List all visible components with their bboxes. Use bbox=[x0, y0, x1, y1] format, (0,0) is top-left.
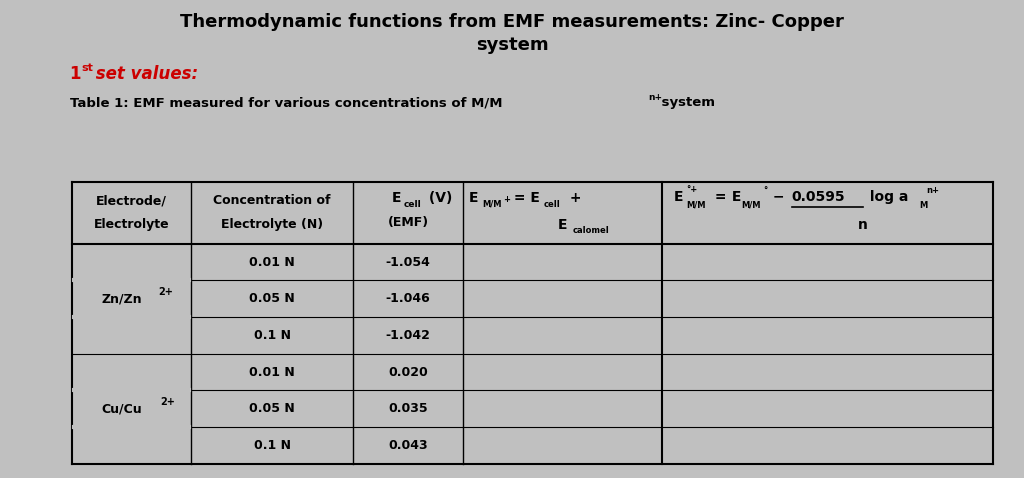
Text: set values:: set values: bbox=[90, 65, 199, 83]
Text: system: system bbox=[476, 36, 548, 54]
Text: Electrolyte: Electrolyte bbox=[94, 218, 169, 231]
Text: 0.020: 0.020 bbox=[388, 366, 428, 379]
Text: 0.05 N: 0.05 N bbox=[249, 292, 295, 305]
Text: +: + bbox=[565, 191, 582, 206]
Text: E: E bbox=[674, 190, 683, 205]
Text: Electrolyte (N): Electrolyte (N) bbox=[221, 218, 324, 231]
Text: 2+: 2+ bbox=[160, 397, 175, 407]
Text: M/M: M/M bbox=[741, 200, 761, 209]
Text: Thermodynamic functions from EMF measurements: Zinc- Copper: Thermodynamic functions from EMF measure… bbox=[180, 12, 844, 31]
Text: M: M bbox=[920, 200, 928, 209]
Text: n: n bbox=[858, 217, 868, 232]
Text: 0.01 N: 0.01 N bbox=[249, 366, 295, 379]
Text: cell: cell bbox=[403, 199, 422, 208]
Text: = E: = E bbox=[509, 191, 541, 206]
Text: 0.1 N: 0.1 N bbox=[254, 329, 291, 342]
Text: log a: log a bbox=[865, 190, 908, 205]
Text: 0.01 N: 0.01 N bbox=[249, 256, 295, 269]
Text: E: E bbox=[727, 190, 741, 205]
Text: 2+: 2+ bbox=[158, 287, 173, 297]
Text: −: − bbox=[768, 190, 784, 205]
Text: 0.0595: 0.0595 bbox=[792, 190, 845, 205]
Text: cell: cell bbox=[543, 199, 560, 208]
Text: -1.046: -1.046 bbox=[386, 292, 430, 305]
Text: °: ° bbox=[763, 187, 767, 196]
Text: system: system bbox=[657, 96, 716, 109]
Text: Cu/Cu: Cu/Cu bbox=[101, 402, 141, 415]
Text: =: = bbox=[710, 190, 726, 205]
Text: (EMF): (EMF) bbox=[387, 216, 429, 228]
Text: E: E bbox=[391, 191, 401, 206]
Text: E: E bbox=[557, 217, 567, 232]
Text: Table 1: EMF measured for various concentrations of M/M: Table 1: EMF measured for various concen… bbox=[70, 96, 502, 109]
Text: calomel: calomel bbox=[572, 226, 609, 235]
Text: 0.1 N: 0.1 N bbox=[254, 439, 291, 452]
Text: n+: n+ bbox=[648, 93, 663, 101]
Text: M/M: M/M bbox=[686, 200, 706, 209]
Text: -1.054: -1.054 bbox=[386, 256, 430, 269]
Text: 0.043: 0.043 bbox=[388, 439, 428, 452]
Text: Electrode/: Electrode/ bbox=[96, 194, 167, 207]
Text: (V): (V) bbox=[424, 191, 453, 206]
Text: Concentration of: Concentration of bbox=[213, 194, 331, 207]
Text: 1: 1 bbox=[70, 65, 81, 83]
Text: st: st bbox=[81, 63, 93, 73]
Text: n+: n+ bbox=[927, 186, 940, 195]
Text: °+: °+ bbox=[686, 185, 697, 194]
Text: 0.035: 0.035 bbox=[388, 402, 428, 415]
Text: M/M: M/M bbox=[481, 199, 502, 208]
Text: 0.05 N: 0.05 N bbox=[249, 402, 295, 415]
Text: +: + bbox=[503, 195, 510, 204]
Text: Zn/Zn: Zn/Zn bbox=[101, 292, 141, 305]
Text: -1.042: -1.042 bbox=[386, 329, 430, 342]
Text: E: E bbox=[468, 191, 478, 206]
